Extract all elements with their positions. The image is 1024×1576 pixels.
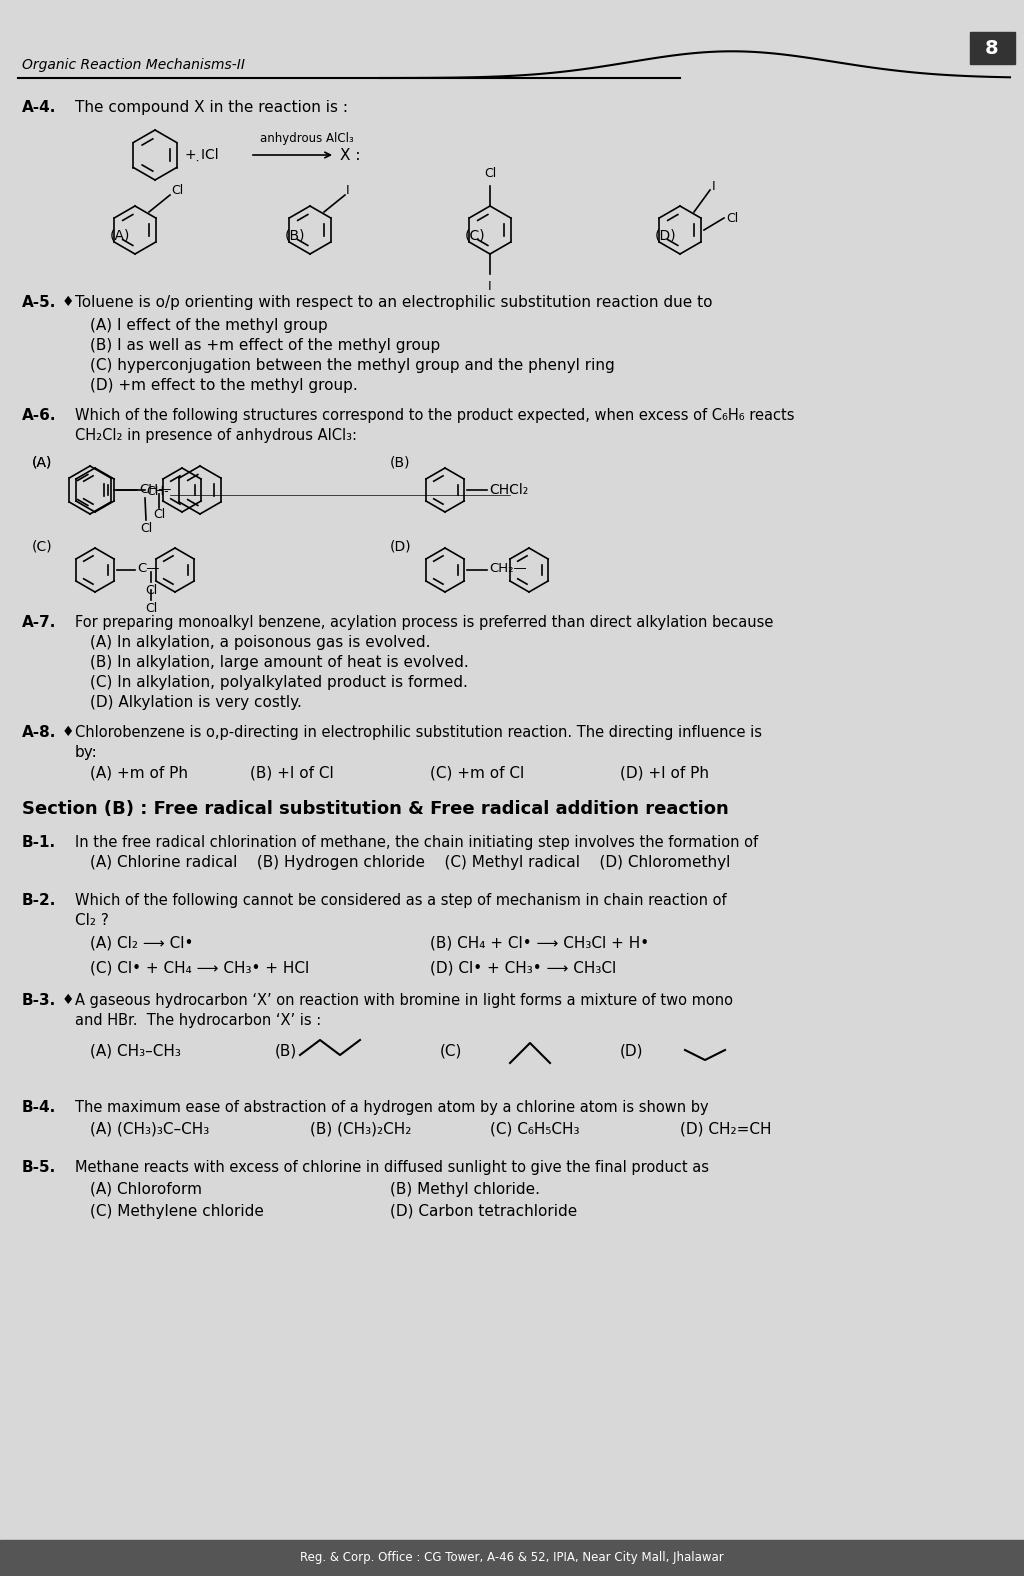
FancyBboxPatch shape xyxy=(970,32,1015,65)
Text: (B): (B) xyxy=(285,229,305,243)
Text: Section (B) : Free radical substitution & Free radical addition reaction: Section (B) : Free radical substitution … xyxy=(22,801,729,818)
Text: Methane reacts with excess of chlorine in diffused sunlight to give the final pr: Methane reacts with excess of chlorine i… xyxy=(75,1160,709,1176)
Text: B-3.: B-3. xyxy=(22,993,56,1009)
Text: (C): (C) xyxy=(465,229,485,243)
Text: ♦: ♦ xyxy=(62,993,75,1007)
Text: (A): (A) xyxy=(32,455,52,470)
Text: (B) (CH₃)₂CH₂: (B) (CH₃)₂CH₂ xyxy=(310,1122,412,1136)
Text: (B) CH₄ + Cl• ⟶ CH₃Cl + H•: (B) CH₄ + Cl• ⟶ CH₃Cl + H• xyxy=(430,935,649,950)
Text: (A): (A) xyxy=(32,455,52,470)
Text: anhydrous AlCl₃: anhydrous AlCl₃ xyxy=(260,132,353,145)
Text: (C): (C) xyxy=(32,541,52,555)
Text: The maximum ease of abstraction of a hydrogen atom by a chlorine atom is shown b: The maximum ease of abstraction of a hyd… xyxy=(75,1100,709,1114)
Text: (A) I effect of the methyl group: (A) I effect of the methyl group xyxy=(90,318,328,333)
Text: In the free radical chlorination of methane, the chain initiating step involves : In the free radical chlorination of meth… xyxy=(75,835,758,849)
Text: B-2.: B-2. xyxy=(22,894,56,908)
Text: (A) +m of Ph: (A) +m of Ph xyxy=(90,764,188,780)
Text: (A) CH₃–CH₃: (A) CH₃–CH₃ xyxy=(90,1043,181,1057)
Text: A-5.: A-5. xyxy=(22,295,56,310)
Text: CH₂Cl₂ in presence of anhydrous AlCl₃:: CH₂Cl₂ in presence of anhydrous AlCl₃: xyxy=(75,429,357,443)
Text: (D): (D) xyxy=(390,541,412,555)
Text: C—: C— xyxy=(137,563,160,575)
Text: A-6.: A-6. xyxy=(22,408,56,422)
Text: (A) Chloroform: (A) Chloroform xyxy=(90,1182,202,1198)
Text: (C) C₆H₅CH₃: (C) C₆H₅CH₃ xyxy=(490,1122,580,1136)
Text: Cl: Cl xyxy=(484,167,496,180)
Text: (B) Methyl chloride.: (B) Methyl chloride. xyxy=(390,1182,540,1198)
Text: Cl: Cl xyxy=(171,183,183,197)
Text: (A) Chlorine radical    (B) Hydrogen chloride    (C) Methyl radical    (D) Chlor: (A) Chlorine radical (B) Hydrogen chlori… xyxy=(90,856,730,870)
Text: (C) In alkylation, polyalkylated product is formed.: (C) In alkylation, polyalkylated product… xyxy=(90,675,468,690)
Text: Which of the following cannot be considered as a step of mechanism in chain reac: Which of the following cannot be conside… xyxy=(75,894,727,908)
Text: 8: 8 xyxy=(985,38,998,57)
Text: + ̣ICl: + ̣ICl xyxy=(185,148,219,162)
Text: B-1.: B-1. xyxy=(22,835,56,849)
Text: Which of the following structures correspond to the product expected, when exces: Which of the following structures corres… xyxy=(75,408,795,422)
Text: (C): (C) xyxy=(440,1043,463,1057)
Text: B-5.: B-5. xyxy=(22,1160,56,1176)
Text: (D) CH₂=CH: (D) CH₂=CH xyxy=(680,1122,771,1136)
Text: X :: X : xyxy=(340,148,360,162)
Text: (D) +m effect to the methyl group.: (D) +m effect to the methyl group. xyxy=(90,378,357,392)
Text: (D) Alkylation is very costly.: (D) Alkylation is very costly. xyxy=(90,695,302,711)
Text: CH—: CH— xyxy=(139,482,171,496)
Text: (A): (A) xyxy=(110,229,130,243)
Text: CHCl₂: CHCl₂ xyxy=(489,482,528,496)
Text: (B) I as well as +m effect of the methyl group: (B) I as well as +m effect of the methyl… xyxy=(90,337,440,353)
Text: (C) Methylene chloride: (C) Methylene chloride xyxy=(90,1204,264,1218)
Text: Cl: Cl xyxy=(140,522,153,534)
Text: A gaseous hydrocarbon ‘X’ on reaction with bromine in light forms a mixture of t: A gaseous hydrocarbon ‘X’ on reaction wi… xyxy=(75,993,733,1009)
Text: Organic Reaction Mechanisms-II: Organic Reaction Mechanisms-II xyxy=(22,58,245,72)
Text: For preparing monoalkyl benzene, acylation process is preferred than direct alky: For preparing monoalkyl benzene, acylati… xyxy=(75,615,773,630)
Text: A-4.: A-4. xyxy=(22,99,56,115)
Text: by:: by: xyxy=(75,745,97,760)
Text: I: I xyxy=(488,281,492,293)
Text: Cl: Cl xyxy=(145,602,158,615)
Text: I: I xyxy=(712,180,716,192)
Text: (B) In alkylation, large amount of heat is evolved.: (B) In alkylation, large amount of heat … xyxy=(90,656,469,670)
Text: (B) +I of Cl: (B) +I of Cl xyxy=(250,764,334,780)
Text: CH₂—: CH₂— xyxy=(489,563,526,575)
Text: and HBr.  The hydrocarbon ‘X’ is :: and HBr. The hydrocarbon ‘X’ is : xyxy=(75,1013,322,1028)
Text: Chlorobenzene is o,p-directing in electrophilic substitution reaction. The direc: Chlorobenzene is o,p-directing in electr… xyxy=(75,725,762,741)
Text: (D) +I of Ph: (D) +I of Ph xyxy=(620,764,709,780)
Text: (A) Cl₂ ⟶ Cl•: (A) Cl₂ ⟶ Cl• xyxy=(90,935,194,950)
Text: Cl₂ ?: Cl₂ ? xyxy=(75,913,109,928)
Text: (C) Cl• + CH₄ ⟶ CH₃• + HCl: (C) Cl• + CH₄ ⟶ CH₃• + HCl xyxy=(90,960,309,976)
Text: (C) +m of Cl: (C) +m of Cl xyxy=(430,764,524,780)
Text: ♦: ♦ xyxy=(62,295,75,309)
Text: (D): (D) xyxy=(655,229,677,243)
Text: The compound X in the reaction is :: The compound X in the reaction is : xyxy=(75,99,348,115)
Text: (A) In alkylation, a poisonous gas is evolved.: (A) In alkylation, a poisonous gas is ev… xyxy=(90,635,430,649)
Text: CH-: CH- xyxy=(146,485,169,498)
Text: A-7.: A-7. xyxy=(22,615,56,630)
Text: (A) (CH₃)₃C–CH₃: (A) (CH₃)₃C–CH₃ xyxy=(90,1122,209,1136)
FancyBboxPatch shape xyxy=(0,1540,1024,1576)
Text: Cl: Cl xyxy=(726,211,738,224)
Text: (B): (B) xyxy=(390,455,411,470)
Text: I: I xyxy=(346,183,349,197)
Text: Cl: Cl xyxy=(145,585,158,597)
Text: (C) hyperconjugation between the methyl group and the phenyl ring: (C) hyperconjugation between the methyl … xyxy=(90,358,614,374)
Text: (B): (B) xyxy=(275,1043,297,1057)
Text: (D) Cl• + CH₃• ⟶ CH₃Cl: (D) Cl• + CH₃• ⟶ CH₃Cl xyxy=(430,960,616,976)
Text: A-8.: A-8. xyxy=(22,725,56,741)
Text: B-4.: B-4. xyxy=(22,1100,56,1114)
Text: Toluene is o/p orienting with respect to an electrophilic substitution reaction : Toluene is o/p orienting with respect to… xyxy=(75,295,713,310)
Text: (D) Carbon tetrachloride: (D) Carbon tetrachloride xyxy=(390,1204,578,1218)
Text: Reg. & Corp. Office : CG Tower, A-46 & 52, IPIA, Near City Mall, Jhalawar: Reg. & Corp. Office : CG Tower, A-46 & 5… xyxy=(300,1551,724,1565)
Text: ♦: ♦ xyxy=(62,725,75,739)
Text: Cl: Cl xyxy=(153,507,165,522)
Text: (D): (D) xyxy=(620,1043,643,1057)
